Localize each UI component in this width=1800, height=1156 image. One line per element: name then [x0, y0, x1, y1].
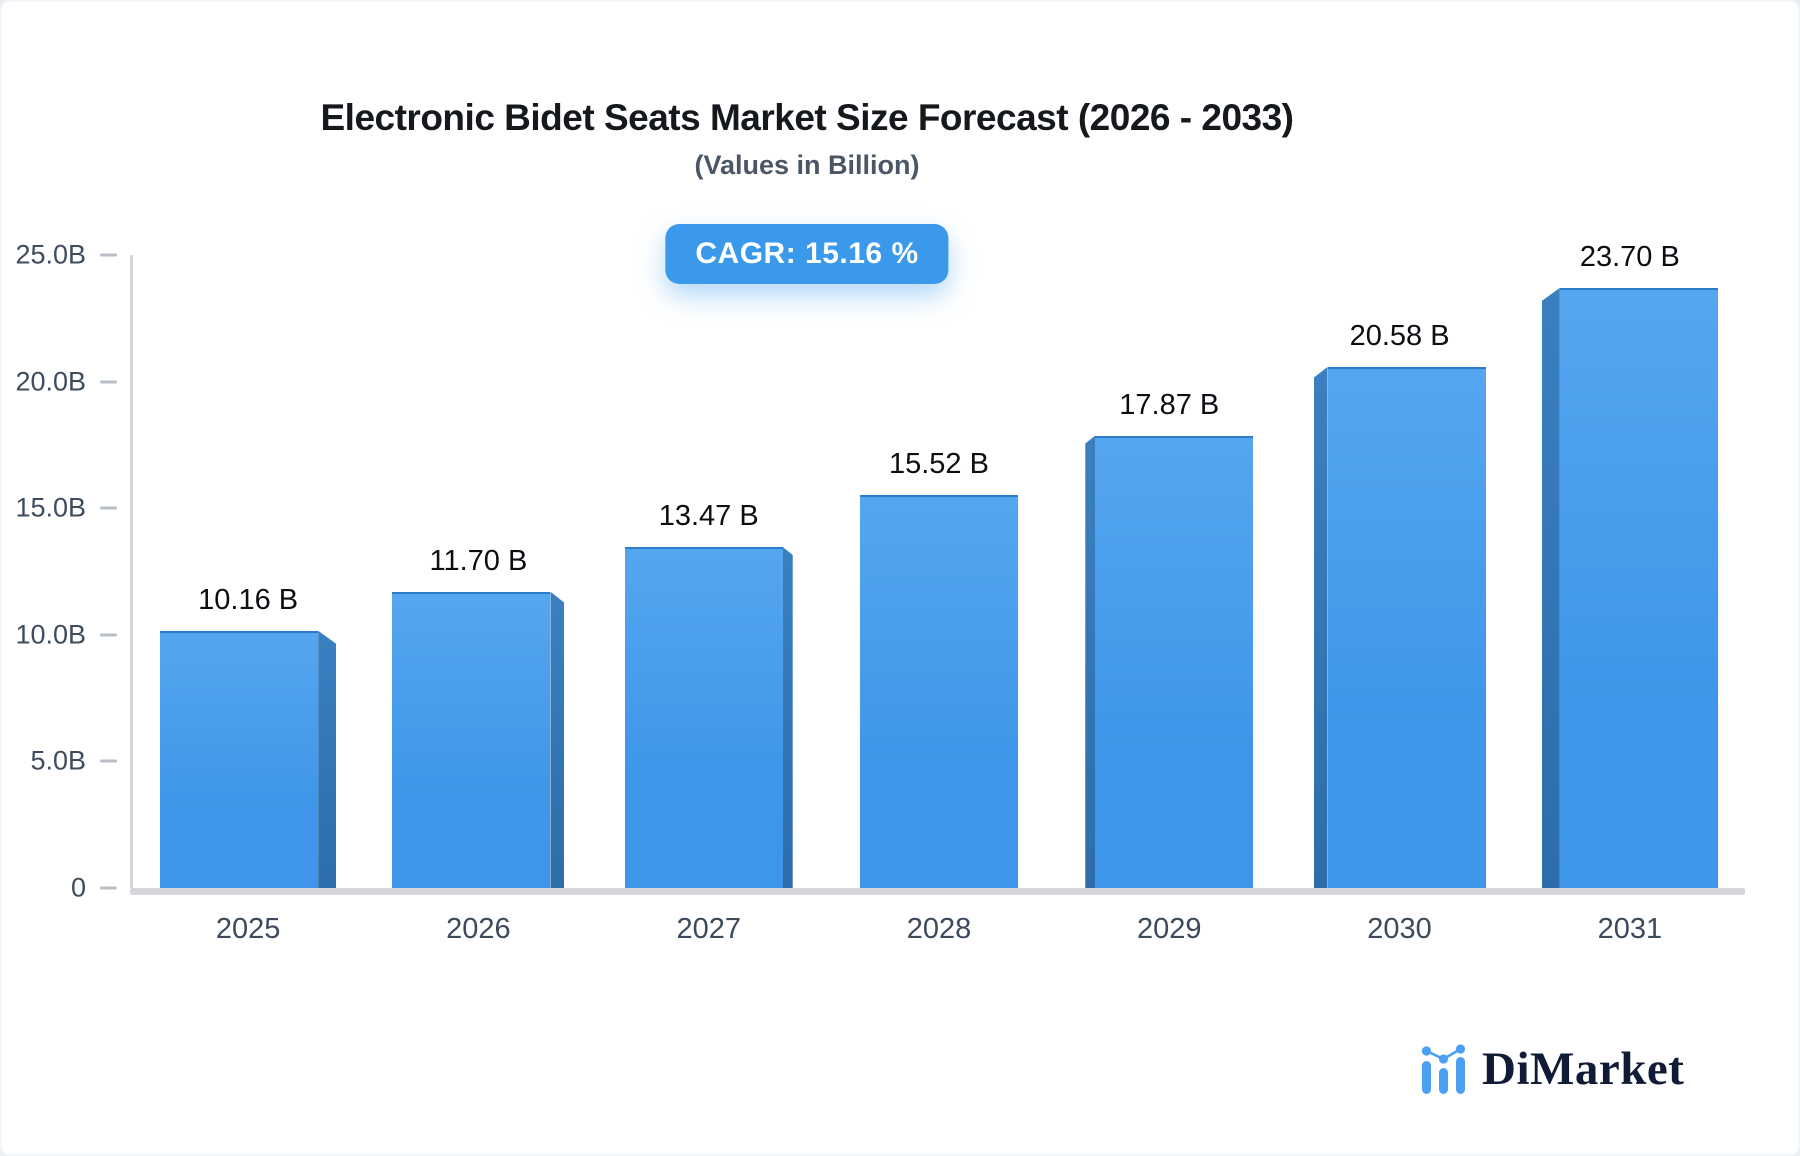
bar-column: 11.70 B 2026 — [363, 255, 593, 945]
bar-chart-logo-icon — [1422, 1044, 1466, 1094]
bar — [1541, 287, 1718, 888]
bar — [859, 495, 1018, 888]
brand-logo-text: DiMarket — [1482, 1043, 1685, 1095]
bar-side-face — [782, 546, 793, 888]
bar-front-face — [1559, 287, 1718, 888]
bar-column: 13.47 B 2027 — [594, 255, 824, 945]
y-axis-tick-label: 10.0B — [15, 619, 86, 650]
bar-value-label: 20.58 B — [1349, 319, 1450, 352]
bar-front-face — [1327, 366, 1486, 888]
bar — [624, 546, 793, 888]
bar-front-face — [1095, 435, 1254, 888]
y-axis-tick-mark — [100, 253, 117, 257]
chart-subtitle: (Values in Billion) — [694, 150, 920, 180]
plot-area: 25.0B 20.0B 15.0B 10.0B 5.0B 0 10.16 B 2025 11.7… — [15, 240, 1745, 945]
y-axis-tick-mark — [100, 380, 117, 384]
y-axis-tick: 5.0B — [30, 746, 117, 777]
y-axis-tick-mark — [100, 506, 117, 510]
bar-front-face — [392, 591, 551, 888]
bar-side-face — [1541, 287, 1560, 888]
bar-column: 15.52 B 2028 — [824, 255, 1054, 945]
bar-front-face — [859, 495, 1018, 888]
x-axis-label: 2026 — [446, 913, 511, 945]
y-axis-tick: 25.0B — [15, 240, 117, 271]
bar-side-face — [1085, 435, 1096, 888]
y-axis-tick-mark — [100, 633, 117, 637]
bar-column: 17.87 B 2029 — [1054, 255, 1284, 945]
bar-value-label: 17.87 B — [1119, 388, 1220, 421]
bar-front-face — [624, 546, 783, 888]
y-axis-line — [130, 255, 133, 888]
bar-side-face — [1313, 366, 1328, 888]
brand-logo: DiMarket — [1422, 1042, 1684, 1096]
page-title: Electronic Bidet Seats Market Size Forec… — [320, 97, 1295, 138]
x-axis-label: 2028 — [906, 913, 972, 945]
y-axis-tick: 0 — [71, 873, 117, 904]
y-axis-tick: 20.0B — [15, 366, 117, 397]
bar-column: 20.58 B 2030 — [1284, 255, 1514, 945]
y-axis-tick-label: 5.0B — [30, 745, 86, 776]
y-axis-tick-label: 25.0B — [15, 239, 86, 270]
x-axis-baseline — [130, 888, 1745, 895]
bar-value-label: 15.52 B — [888, 448, 989, 481]
y-axis-tick-label: 0 — [70, 872, 86, 903]
bar-value-label: 10.16 B — [198, 583, 299, 616]
bar-value-label: 11.70 B — [429, 544, 528, 577]
bar-column: 23.70 B 2031 — [1515, 241, 1745, 945]
bar-front-face — [160, 630, 319, 888]
bar — [1085, 435, 1254, 888]
bar-side-face — [318, 630, 337, 888]
y-axis-tick: 10.0B — [15, 619, 117, 650]
x-axis-label: 2025 — [215, 913, 281, 945]
bar-side-face — [550, 591, 565, 888]
cagr-badge: CAGR: 15.16 % — [665, 224, 949, 284]
y-axis-tick-label: 20.0B — [15, 366, 86, 397]
y-axis-tick-label: 15.0B — [15, 492, 86, 523]
y-axis-tick: 15.0B — [15, 493, 117, 524]
bar-value-label: 13.47 B — [658, 499, 759, 532]
bar — [392, 591, 565, 888]
y-axis-tick-mark — [100, 759, 117, 763]
x-axis-label: 2029 — [1137, 913, 1202, 945]
y-axis-tick-mark — [100, 886, 117, 890]
x-axis-label: 2027 — [676, 913, 741, 945]
bar — [160, 630, 337, 888]
bar — [1313, 366, 1486, 888]
x-axis-label: 2031 — [1597, 913, 1663, 945]
bar-column: 10.16 B 2025 — [133, 255, 363, 945]
x-axis-label: 2030 — [1367, 913, 1432, 945]
bar-value-label: 23.70 B — [1579, 240, 1680, 273]
